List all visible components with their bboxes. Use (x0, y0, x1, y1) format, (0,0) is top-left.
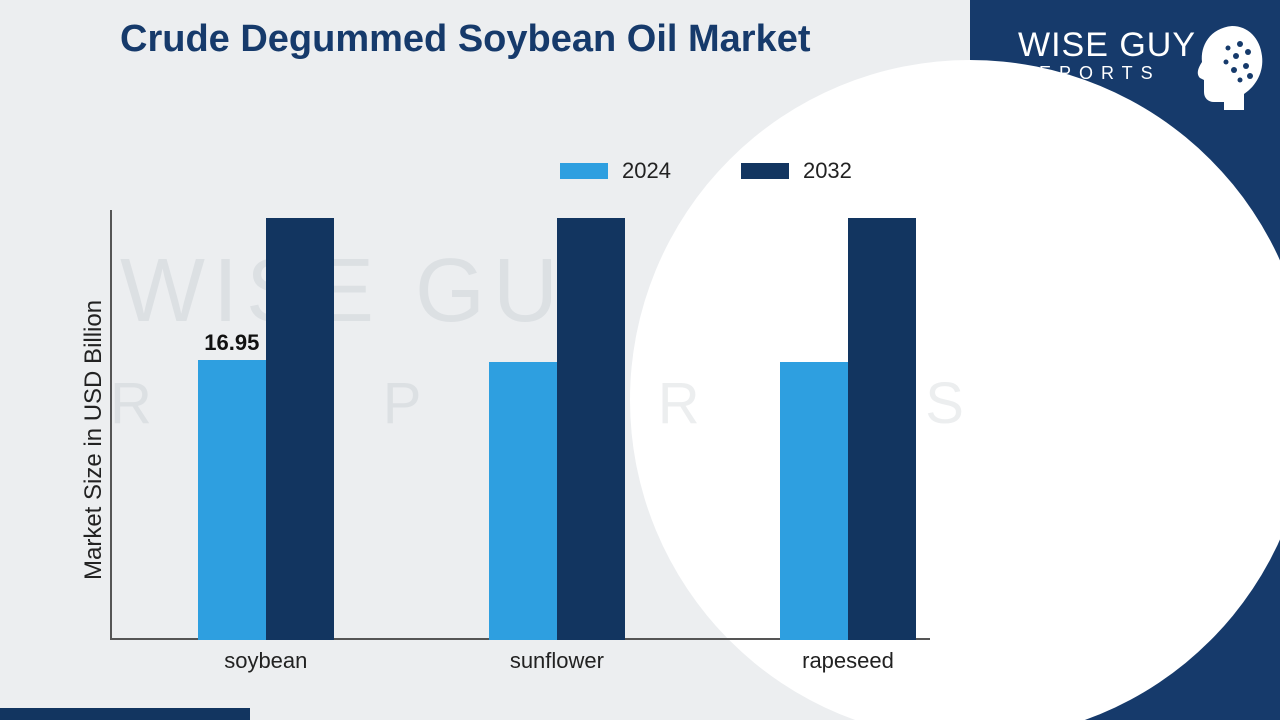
footer-accent-bar (0, 708, 250, 720)
x-label-rapeseed: rapeseed (802, 648, 894, 674)
brand-logo-line1: WISE GUY (1018, 28, 1196, 62)
y-axis-label: Market Size in USD Billion (80, 300, 108, 580)
brain-head-icon (1190, 22, 1270, 112)
stage: WISE GUY R E P O R T S Crude Degummed So… (0, 0, 1280, 720)
legend-swatch-2032 (741, 163, 789, 179)
legend-swatch-2024 (560, 163, 608, 179)
page-title: Crude Degummed Soybean Oil Market (120, 18, 811, 61)
bar-rapeseed-2032 (848, 218, 916, 640)
legend-item-2024: 2024 (560, 158, 671, 184)
bar-soybean-2032 (266, 218, 334, 640)
brand-logo-line2: REPORTS (1018, 64, 1196, 82)
legend-label-2032: 2032 (803, 158, 852, 184)
brand-logo: WISE GUY REPORTS (1018, 28, 1196, 82)
value-label-soybean-2024: 16.95 (204, 330, 259, 356)
x-label-sunflower: sunflower (510, 648, 604, 674)
x-label-soybean: soybean (224, 648, 307, 674)
chart-plot (110, 210, 930, 640)
legend: 2024 2032 (560, 158, 852, 184)
bar-soybean-2024 (198, 360, 266, 640)
y-axis-line (110, 210, 112, 640)
legend-item-2032: 2032 (741, 158, 852, 184)
bar-sunflower-2032 (557, 218, 625, 640)
legend-label-2024: 2024 (622, 158, 671, 184)
bar-rapeseed-2024 (780, 362, 848, 640)
bar-sunflower-2024 (489, 362, 557, 640)
